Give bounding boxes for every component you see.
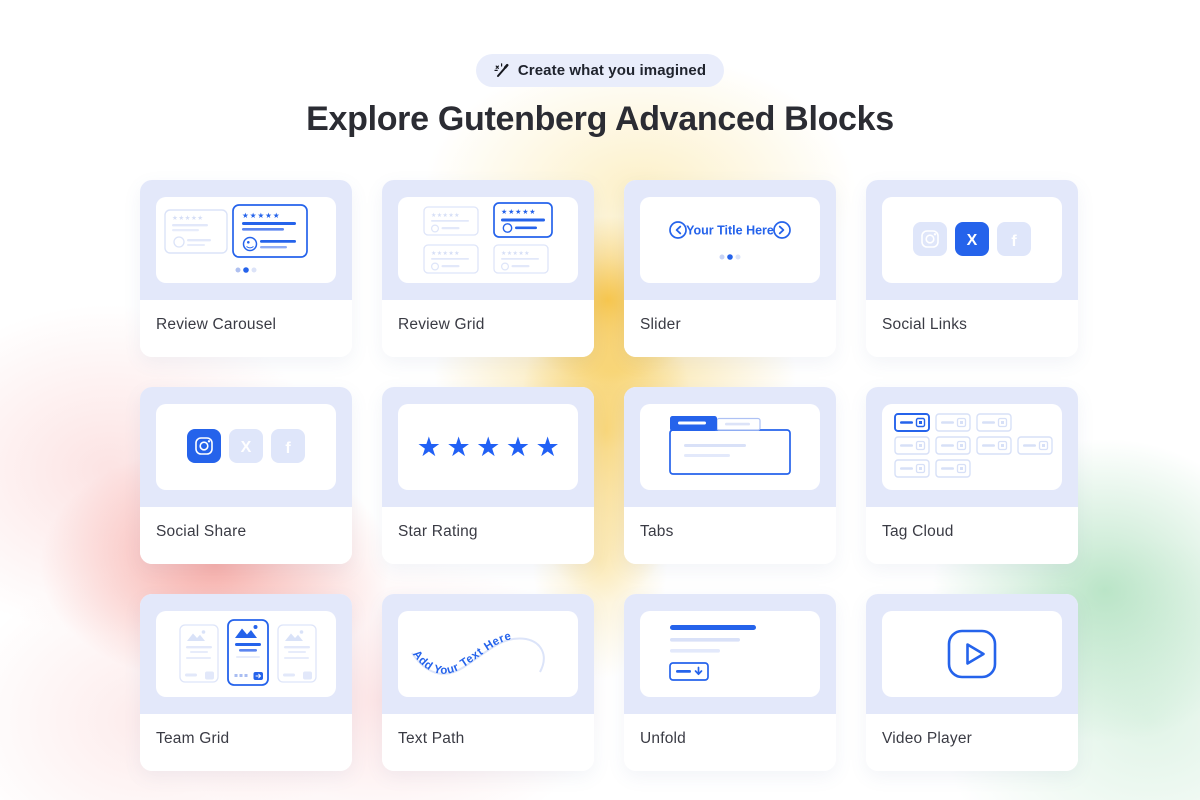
block-label: Video Player xyxy=(882,730,973,747)
block-card-review-carousel[interactable]: ★★★★★ ★★★★★ xyxy=(140,180,352,357)
block-preview: ★★★★★ ★★★★★ ★★★★★ xyxy=(382,180,594,300)
svg-text:X: X xyxy=(967,232,978,249)
block-label: Social Share xyxy=(156,523,247,540)
social-share-illustration: X f xyxy=(187,429,305,463)
block-label: Team Grid xyxy=(156,730,230,747)
review-carousel-illustration: ★★★★★ ★★★★★ xyxy=(164,204,308,273)
unfold-illustration xyxy=(669,625,756,681)
unfold-button xyxy=(669,662,709,681)
svg-text:★★★★★: ★★★★★ xyxy=(501,250,530,257)
block-label: Unfold xyxy=(640,730,687,747)
magic-wand-icon xyxy=(494,62,509,77)
inactive-tab xyxy=(716,417,761,431)
block-card-star-rating[interactable]: ★★★★★ Star Rating xyxy=(382,387,594,564)
tag-pill-active xyxy=(894,413,930,432)
team-card-active xyxy=(227,619,269,686)
block-label: Review Carousel xyxy=(156,316,277,333)
block-card-video-player[interactable]: Video Player xyxy=(866,594,1078,771)
block-preview: X f xyxy=(140,387,352,507)
block-preview xyxy=(140,594,352,714)
review-mini-inactive: ★★★★★ xyxy=(423,244,479,274)
block-preview: ★★★★★ xyxy=(382,387,594,507)
facebook-icon: f xyxy=(997,222,1031,256)
chevron-right-icon xyxy=(773,221,791,239)
review-mini-inactive: ★★★★★ xyxy=(423,206,479,236)
block-preview: Add Your Text Here xyxy=(382,594,594,714)
slider-title-text: Your Title Here xyxy=(686,224,774,238)
curved-text: Add Your Text Here xyxy=(410,630,513,677)
block-card-unfold[interactable]: Unfold xyxy=(624,594,836,771)
hero-section: Create what you imagined Explore Gutenbe… xyxy=(0,54,1200,139)
block-preview xyxy=(624,594,836,714)
tag-pills-inactive xyxy=(894,413,1053,478)
tagline-badge-label: Create what you imagined xyxy=(517,62,707,79)
tabs-illustration xyxy=(669,416,791,475)
svg-text:f: f xyxy=(285,440,291,457)
svg-text:★★★★★: ★★★★★ xyxy=(501,208,536,216)
svg-text:★★★★★: ★★★★★ xyxy=(431,212,460,219)
block-card-tag-cloud[interactable]: Tag Cloud xyxy=(866,387,1078,564)
block-label: Social Links xyxy=(882,316,968,333)
team-grid-illustration xyxy=(179,619,317,686)
block-preview: ★★★★★ ★★★★★ xyxy=(140,180,352,300)
carousel-dots xyxy=(235,267,257,273)
review-grid-illustration: ★★★★★ ★★★★★ ★★★★★ xyxy=(423,202,553,274)
five-stars-icon: ★★★★★ xyxy=(417,432,566,463)
block-card-social-links[interactable]: X f Social Links xyxy=(866,180,1078,357)
block-label: Tag Cloud xyxy=(882,523,954,540)
active-tab xyxy=(670,416,717,431)
block-label: Review Grid xyxy=(398,316,485,333)
slider-illustration: Your Title Here xyxy=(669,221,791,260)
block-card-team-grid[interactable]: Team Grid xyxy=(140,594,352,771)
team-card-inactive xyxy=(277,624,317,683)
block-label: Tabs xyxy=(640,523,674,540)
block-card-social-share[interactable]: X f Social Share xyxy=(140,387,352,564)
social-links-illustration: X f xyxy=(913,222,1031,256)
video-player-illustration xyxy=(947,629,997,679)
text-path-illustration: Add Your Text Here xyxy=(410,630,545,677)
review-mini-card-active: ★★★★★ xyxy=(232,204,308,258)
block-card-slider[interactable]: Your Title Here Slider xyxy=(624,180,836,357)
svg-text:★★★★★: ★★★★★ xyxy=(431,250,460,257)
slider-dots xyxy=(719,254,741,260)
block-card-text-path[interactable]: Add Your Text Here Text Path xyxy=(382,594,594,771)
svg-text:X: X xyxy=(241,439,252,456)
block-preview xyxy=(866,387,1078,507)
review-mini-inactive: ★★★★★ xyxy=(493,244,549,274)
blocks-grid: ★★★★★ ★★★★★ xyxy=(140,180,1078,771)
play-button-icon xyxy=(947,629,997,679)
review-mini-active: ★★★★★ xyxy=(493,202,553,238)
instagram-icon xyxy=(187,429,221,463)
block-label: Text Path xyxy=(398,730,465,747)
block-label: Slider xyxy=(640,316,681,333)
block-preview: X f xyxy=(866,180,1078,300)
block-label: Star Rating xyxy=(398,523,478,540)
block-card-tabs[interactable]: Tabs xyxy=(624,387,836,564)
facebook-icon: f xyxy=(271,429,305,463)
block-preview: Your Title Here xyxy=(624,180,836,300)
svg-text:★★★★★: ★★★★★ xyxy=(172,214,204,222)
page-title: Explore Gutenberg Advanced Blocks xyxy=(306,100,894,138)
svg-text:f: f xyxy=(1011,233,1017,250)
tagline-badge: Create what you imagined xyxy=(475,54,725,87)
block-preview xyxy=(866,594,1078,714)
instagram-icon xyxy=(913,222,947,256)
star-rating-illustration: ★★★★★ xyxy=(417,432,566,463)
x-icon: X xyxy=(229,429,263,463)
team-card-inactive xyxy=(179,624,219,683)
svg-text:★★★★★: ★★★★★ xyxy=(242,211,281,220)
review-mini-card-inactive: ★★★★★ xyxy=(164,209,228,254)
x-icon: X xyxy=(955,222,989,256)
tag-cloud-illustration xyxy=(894,413,1053,478)
block-preview xyxy=(624,387,836,507)
block-card-review-grid[interactable]: ★★★★★ ★★★★★ ★★★★★ xyxy=(382,180,594,357)
chevron-left-icon xyxy=(669,221,687,239)
